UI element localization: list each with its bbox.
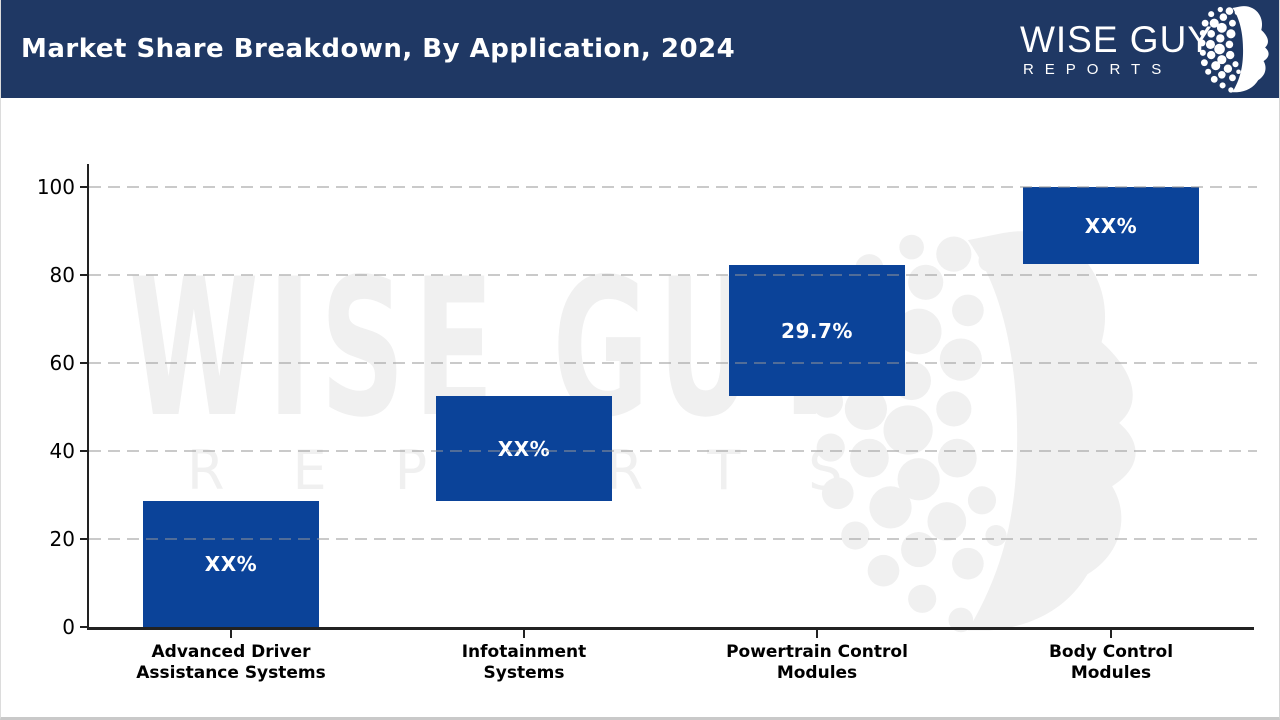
x-tick-1 xyxy=(230,630,232,638)
bar-value-label: XX% xyxy=(204,552,258,577)
gridline-20 xyxy=(89,538,1257,540)
gridlines-layer xyxy=(1,98,1279,717)
y-axis-line xyxy=(87,164,89,630)
y-axis-label-40: 40 xyxy=(49,439,75,463)
bar-segment-3: 29.7% xyxy=(729,265,905,396)
x-axis-label-4: Body Control Modules xyxy=(1048,642,1174,683)
y-tick-20 xyxy=(80,538,88,540)
y-tick-60 xyxy=(80,362,88,364)
x-axis-label-3: Powertrain Control Modules xyxy=(726,642,908,683)
logo-text: WISE GUY REPORTS xyxy=(1020,21,1213,78)
bar-segment-1: XX% xyxy=(143,501,319,627)
page-title: Market Share Breakdown, By Application, … xyxy=(21,34,736,64)
bar-value-label: XX% xyxy=(497,436,551,461)
y-tick-0 xyxy=(80,626,88,628)
gridline-100 xyxy=(89,186,1257,188)
gridline-80 xyxy=(89,274,1257,276)
x-axis-label-1: Advanced Driver Assistance Systems xyxy=(136,642,326,683)
chart-area: WISE GUY REPORTS XX%XX%29.7%XX% 02040608… xyxy=(1,98,1279,717)
bar-segment-2: XX% xyxy=(436,396,612,502)
x-axis-line xyxy=(87,627,1254,630)
brand-logo: WISE GUY REPORTS xyxy=(1020,5,1275,93)
gridline-60 xyxy=(89,362,1257,364)
bar-segment-4: XX% xyxy=(1023,187,1199,265)
y-tick-40 xyxy=(80,450,88,452)
logo-sub-text: REPORTS xyxy=(1022,60,1173,78)
y-axis-label-60: 60 xyxy=(49,351,75,375)
y-axis-label-20: 20 xyxy=(49,527,75,551)
axis-labels-layer: 0 20 40 60 80 100 Advanced Driver Assistance S… xyxy=(1,98,1279,717)
y-tick-80 xyxy=(80,274,88,276)
bars-layer: XX% XX% 29.7% XX% xyxy=(1,98,1279,717)
bar-value-label: XX% xyxy=(1084,213,1138,238)
gridline-40 xyxy=(89,450,1257,452)
bar-value-label: 29.7% xyxy=(781,318,853,343)
x-axis-label-2: Infotainment Systems xyxy=(461,642,587,683)
y-axis-label-80: 80 xyxy=(49,263,75,287)
header-bar: Market Share Breakdown, By Application, … xyxy=(1,0,1279,98)
y-axis-label-0: 0 xyxy=(62,615,75,639)
y-tick-100 xyxy=(80,186,88,188)
x-tick-4 xyxy=(1110,630,1112,638)
axis-layer xyxy=(1,98,1279,717)
x-tick-2 xyxy=(523,630,525,638)
y-axis-label-100: 100 xyxy=(36,175,75,199)
logo-brand-text: WISE GUY xyxy=(1019,18,1213,60)
wiseguy-face-logo-icon xyxy=(1199,6,1269,93)
x-tick-3 xyxy=(816,630,818,638)
